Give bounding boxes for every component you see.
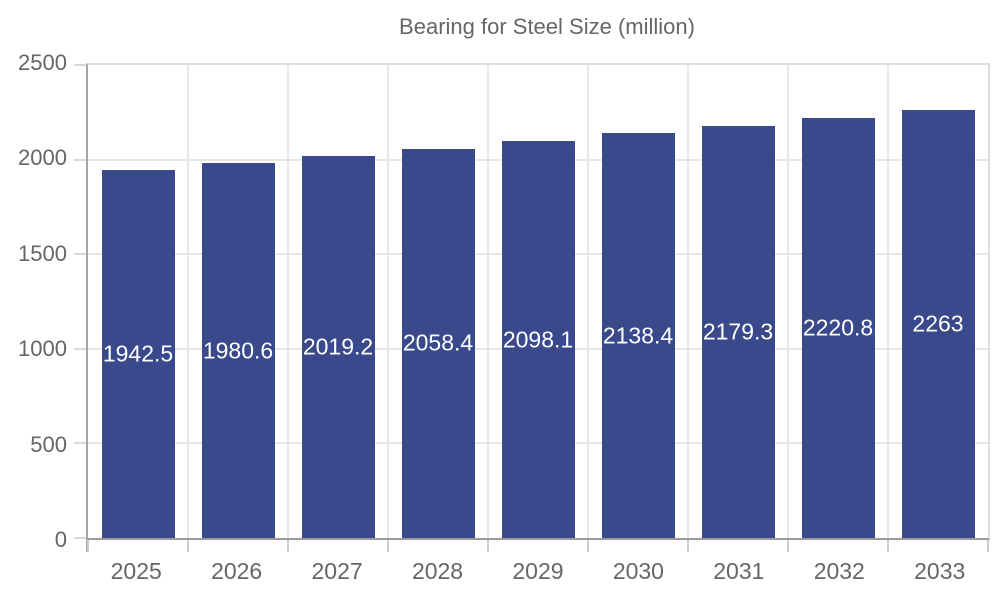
bar-cell: 2019.2 <box>288 65 388 538</box>
gridline-vertical <box>686 65 689 538</box>
gridline-vertical <box>286 65 289 538</box>
plot-area: 1942.5 1980.6 2019.2 2058.4 2098.1 2138.4 2179… <box>74 63 990 552</box>
bar[interactable]: 2098.1 <box>501 141 575 538</box>
gridline-vertical <box>486 65 489 538</box>
y-axis-label: 2500 <box>18 50 67 75</box>
legend-label: Bearing for Steel Size (million) <box>399 14 695 39</box>
bar-cell: 2263 <box>888 65 988 538</box>
bar-cell: 2220.8 <box>788 65 888 538</box>
x-tick-mark <box>987 540 989 552</box>
bar[interactable]: 2138.4 <box>601 133 675 538</box>
bar-value-label: 2019.2 <box>302 333 374 360</box>
x-axis-label: 2030 <box>612 558 664 584</box>
bar-cell: 1980.6 <box>188 65 288 538</box>
x-tick-mark <box>587 540 589 552</box>
bar-value-label: 2098.1 <box>502 326 574 353</box>
bar[interactable]: 2019.2 <box>301 155 375 538</box>
x-axis-label: 2032 <box>813 558 865 584</box>
bar-cell: 1942.5 <box>88 65 188 538</box>
y-axis-label: 2000 <box>18 145 67 171</box>
x-tick-mark <box>787 540 789 552</box>
bar-value-label: 2220.8 <box>802 314 874 341</box>
y-axis-label: 0 <box>54 527 67 552</box>
bar-cell: 2098.1 <box>488 65 588 538</box>
bar-value-label: 2263 <box>912 310 964 337</box>
gridline-vertical <box>886 65 889 538</box>
bar[interactable]: 1980.6 <box>201 163 275 538</box>
y-tick-mark <box>74 64 86 66</box>
x-axis-label: 2029 <box>512 558 564 584</box>
bar[interactable]: 2058.4 <box>401 148 475 538</box>
bar-cell: 2138.4 <box>588 65 688 538</box>
x-tick-mark <box>87 540 89 552</box>
legend-swatch <box>305 14 385 40</box>
x-axis-label: 2025 <box>110 558 162 584</box>
bar-value-label: 2138.4 <box>602 322 674 349</box>
x-tick-mark <box>486 540 489 552</box>
x-axis-label: 2031 <box>713 558 765 584</box>
y-axis-label: 1000 <box>18 336 67 362</box>
x-axis-label: 2033 <box>914 558 966 584</box>
gridline-vertical <box>587 65 589 538</box>
y-tick-mark <box>74 442 86 445</box>
y-axis: 0 500 1000 1500 2000 2500 <box>0 50 86 552</box>
bar-cell: 2058.4 <box>388 65 488 538</box>
bar[interactable]: 2220.8 <box>801 117 875 538</box>
x-tick-mark <box>186 540 189 552</box>
y-tick-mark <box>74 537 86 539</box>
bar-value-label: 2058.4 <box>402 329 474 356</box>
y-axis-label: 1500 <box>18 240 67 266</box>
y-tick-mark <box>74 253 86 256</box>
bar[interactable]: 2179.3 <box>701 125 775 538</box>
bar-value-label: 1980.6 <box>202 337 274 364</box>
y-tick-mark <box>74 158 86 161</box>
x-tick-mark <box>286 540 289 552</box>
bar-value-label: 1942.5 <box>102 340 174 367</box>
x-axis: 2025 2026 2027 2028 2029 2030 2031 2032 2033 <box>86 558 990 585</box>
bar[interactable]: 2263 <box>901 109 975 538</box>
bars-container: 1942.5 1980.6 2019.2 2058.4 2098.1 2138.4 2179… <box>88 65 988 538</box>
x-axis-label: 2026 <box>211 558 263 584</box>
bar[interactable]: 1942.5 <box>101 170 175 538</box>
x-tick-mark <box>686 540 689 552</box>
y-tick-mark <box>74 347 86 350</box>
x-tick-mark <box>386 540 389 552</box>
gridline-vertical <box>186 65 189 538</box>
x-axis-label: 2028 <box>411 558 464 584</box>
chart-legend[interactable]: Bearing for Steel Size (million) <box>305 14 695 40</box>
x-axis-label: 2027 <box>311 558 363 584</box>
y-axis-label: 500 <box>30 431 67 457</box>
bar-value-label: 2179.3 <box>702 318 774 345</box>
x-tick-mark <box>886 540 889 552</box>
gridline-vertical <box>787 65 789 538</box>
bar-cell: 2179.3 <box>688 65 788 538</box>
gridline-vertical <box>386 65 389 538</box>
